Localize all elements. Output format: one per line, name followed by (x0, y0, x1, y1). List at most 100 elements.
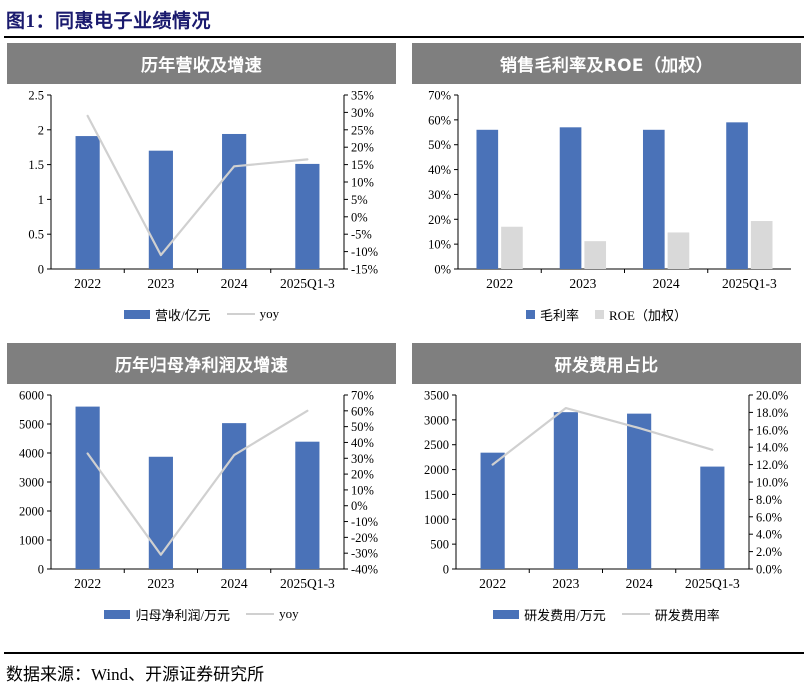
legend-item[interactable]: 营收/亿元 (123, 305, 211, 324)
legend-net-profit: 归母净利润/万元 yoy (7, 601, 396, 627)
svg-text:0%: 0% (351, 499, 368, 513)
legend-revenue: 营收/亿元 yoy (7, 301, 396, 327)
bar (148, 150, 173, 269)
plot-area-net-profit: 0 1000 2000 3000 4000 5000 6000 -40% -30% -20% -10… (7, 387, 396, 599)
svg-text:50%: 50% (428, 138, 451, 152)
bar (222, 133, 247, 269)
panel-title-net-profit: 历年归母净利润及增速 (115, 356, 288, 376)
svg-text:2000: 2000 (424, 463, 449, 477)
line-series (491, 406, 714, 466)
svg-text:3000: 3000 (19, 476, 44, 490)
svg-text:2022: 2022 (74, 276, 101, 291)
svg-text:10%: 10% (351, 483, 374, 497)
chart-svg: 0 1000 2000 3000 4000 5000 6000 -40% -30% -20% -10… (19, 389, 378, 592)
legend-swatch-icon (226, 313, 255, 315)
svg-text:-15%: -15% (351, 263, 378, 277)
svg-text:70%: 70% (428, 89, 451, 103)
panel-header-margin-roe: 销售毛利率及ROE（加权） (412, 43, 801, 84)
bar (75, 406, 100, 569)
svg-text:5000: 5000 (19, 418, 44, 432)
legend-item[interactable]: yoy (246, 606, 299, 622)
plot-area-rd-expense: 0 500 1000 1500 2000 2500 3000 3500 0.0% 2.0% 4.0%… (412, 387, 801, 599)
bar (295, 441, 320, 569)
svg-text:5%: 5% (351, 193, 368, 207)
svg-text:2025Q1-3: 2025Q1-3 (685, 576, 740, 591)
svg-text:2.5: 2.5 (28, 89, 44, 103)
legend-rd-expense: 研发费用/万元 研发费用率 (412, 601, 801, 627)
svg-text:500: 500 (430, 538, 449, 552)
line-series (86, 409, 309, 556)
svg-text:1000: 1000 (424, 513, 449, 527)
legend-label: yoy (279, 606, 299, 621)
legend-swatch-icon (595, 309, 604, 319)
chart-panel-margin-roe: 销售毛利率及ROE（加权） 0% 10% 20% 30% 40% 50% 60% 70% 202… (412, 43, 801, 343)
svg-text:3000: 3000 (424, 413, 449, 427)
legend-label: ROE（加权） (609, 307, 688, 323)
legend-item[interactable]: 研发费用/万元 (493, 605, 606, 624)
legend-item[interactable]: yoy (226, 306, 279, 322)
svg-text:2023: 2023 (552, 576, 579, 591)
svg-text:4000: 4000 (19, 447, 44, 461)
svg-text:60%: 60% (428, 113, 451, 127)
svg-text:2023: 2023 (147, 276, 174, 291)
svg-text:1500: 1500 (424, 488, 449, 502)
bar (642, 129, 665, 269)
svg-text:2: 2 (38, 123, 44, 137)
bar (295, 163, 320, 269)
svg-text:0.0%: 0.0% (756, 563, 782, 577)
svg-text:20%: 20% (351, 141, 374, 155)
chart-svg: 0 500 1000 1500 2000 2500 3000 3500 0.0% 2.0% 4.0%… (424, 389, 788, 592)
bar (700, 466, 725, 569)
svg-text:0: 0 (443, 563, 449, 577)
svg-text:60%: 60% (351, 404, 374, 418)
chart-svg: 0 0.5 1 1.5 2 2.5 -15% -10% -5% 0% 5% 10% 15% 20% 25% 3… (28, 89, 378, 292)
svg-text:2022: 2022 (486, 276, 513, 291)
svg-text:30%: 30% (351, 452, 374, 466)
svg-text:-30%: -30% (351, 547, 378, 561)
panel-title-margin-roe: 销售毛利率及ROE（加权） (499, 56, 714, 76)
svg-text:6.0%: 6.0% (756, 510, 782, 524)
legend-item[interactable]: 毛利率 (525, 305, 579, 324)
legend-item[interactable]: ROE（加权） (595, 305, 687, 324)
legend-swatch-icon (493, 609, 520, 619)
svg-text:0.5: 0.5 (28, 228, 44, 242)
legend-label: 研发费用率 (654, 607, 720, 623)
svg-text:2025Q1-3: 2025Q1-3 (722, 276, 777, 291)
legend-item[interactable]: 归母净利润/万元 (104, 605, 230, 624)
svg-text:2024: 2024 (626, 576, 653, 591)
svg-text:2022: 2022 (74, 576, 101, 591)
panel-header-net-profit: 历年归母净利润及增速 (7, 343, 396, 384)
svg-text:35%: 35% (351, 89, 374, 103)
svg-text:0%: 0% (351, 210, 368, 224)
svg-text:0: 0 (38, 563, 44, 577)
footer-divider (4, 652, 804, 654)
bar (559, 127, 582, 269)
svg-text:25%: 25% (351, 123, 374, 137)
data-source-note: 数据来源：Wind、开源证券研究所 (6, 665, 265, 684)
legend-item[interactable]: 研发费用率 (621, 605, 720, 624)
svg-text:10%: 10% (351, 176, 374, 190)
panel-header-revenue: 历年营收及增速 (7, 43, 396, 84)
svg-text:2023: 2023 (147, 576, 174, 591)
svg-text:40%: 40% (428, 163, 451, 177)
legend-label: 归母净利润/万元 (135, 607, 231, 623)
svg-text:8.0%: 8.0% (756, 493, 782, 507)
legend-margin-roe: 毛利率 ROE（加权） (412, 301, 801, 327)
chart-panel-net-profit: 历年归母净利润及增速 0 1000 2000 3000 4000 5000 6000 -40%… (7, 343, 396, 643)
svg-text:2024: 2024 (221, 576, 248, 591)
plot-area-margin-roe: 0% 10% 20% 30% 40% 50% 60% 70% 2022 2023 2024 2025Q… (412, 87, 801, 299)
svg-text:2025Q1-3: 2025Q1-3 (280, 576, 335, 591)
bar (726, 122, 748, 269)
legend-label: 毛利率 (539, 307, 579, 323)
svg-text:14.0%: 14.0% (756, 441, 788, 455)
legend-label: 营收/亿元 (154, 307, 211, 323)
svg-text:2500: 2500 (424, 438, 449, 452)
svg-text:-10%: -10% (351, 245, 378, 259)
bar (480, 452, 505, 569)
svg-text:15%: 15% (351, 158, 374, 172)
svg-text:6000: 6000 (19, 389, 44, 403)
line-series (86, 114, 309, 257)
svg-text:30%: 30% (428, 188, 451, 202)
bar (476, 129, 499, 269)
panel-header-rd-expense: 研发费用占比 (412, 343, 801, 384)
